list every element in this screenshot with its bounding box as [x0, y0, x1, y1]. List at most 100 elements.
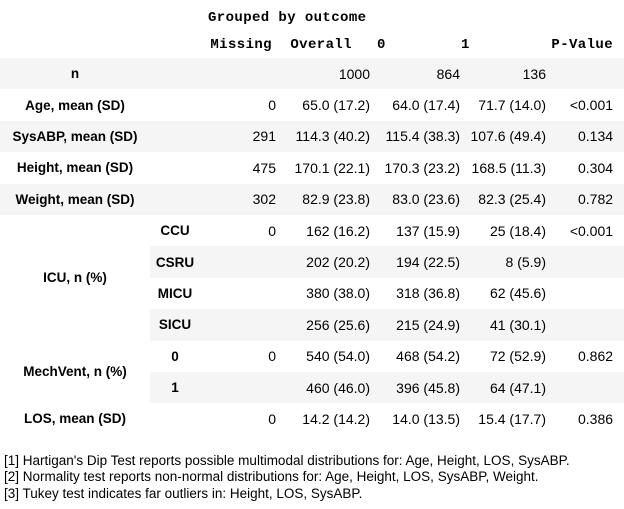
- table-row-weight: Weight, mean (SD) 302 82.9 (23.8) 83.0 (…: [0, 183, 624, 215]
- cell-pvalue: [546, 309, 624, 340]
- table-row-age: Age, mean (SD) 0 65.0 (17.2) 64.0 (17.4)…: [0, 89, 624, 120]
- column-header-pvalue: P-Value: [551, 36, 614, 53]
- cell-missing: [200, 58, 276, 89]
- cell-group1: 168.5 (11.3): [471, 159, 546, 176]
- footnotes: [1] Hartigan's Dip Test reports possible…: [4, 453, 624, 502]
- row-sublabel: MICU: [157, 285, 193, 301]
- cell-pvalue: 0.134: [577, 128, 614, 145]
- cell-group1: 25 (18.4): [489, 222, 546, 239]
- cell-pvalue: [546, 58, 624, 89]
- cell-group0: 194 (22.5): [396, 254, 460, 271]
- cell-missing: [200, 278, 276, 309]
- row-sublabel: [150, 152, 200, 183]
- cell-missing: 0: [268, 410, 276, 427]
- table-row-los: LOS, mean (SD) 0 14.2 (14.2) 14.0 (13.5)…: [0, 403, 624, 434]
- cell-pvalue: 0.862: [577, 348, 614, 365]
- row-label: SysABP, mean (SD): [12, 128, 138, 144]
- cell-pvalue: [546, 278, 624, 309]
- cell-group1: 15.4 (17.7): [478, 410, 546, 427]
- row-label: Weight, mean (SD): [15, 191, 135, 207]
- tableone-summary-table: Grouped by outcome Missing Overall 0 1 P…: [0, 0, 624, 434]
- cell-missing: [200, 246, 276, 277]
- column-header-row: Missing Overall 0 1 P-Value: [0, 31, 624, 58]
- cell-group0: 83.0 (23.6): [392, 191, 460, 208]
- row-label: ICU, n (%): [0, 214, 150, 341]
- cell-overall: 82.9 (23.8): [302, 191, 370, 208]
- table-row-icu-ccu: ICU, n (%) CCU 0 162 (16.2) 137 (15.9) 2…: [0, 214, 624, 341]
- cell-overall: 1000: [338, 65, 370, 82]
- table-row-n: n 1000 864 136: [0, 58, 624, 90]
- cell-pvalue: 0.386: [577, 410, 614, 427]
- cell-group0: 14.0 (13.5): [392, 410, 460, 427]
- cell-pvalue: 0.304: [577, 159, 614, 176]
- cell-missing: 0: [268, 97, 276, 114]
- header-spacer: [0, 0, 200, 31]
- row-sublabel: [150, 184, 200, 215]
- cell-overall: 14.2 (14.2): [302, 410, 370, 427]
- table-row-sysabp: SysABP, mean (SD) 291 114.3 (40.2) 115.4…: [0, 120, 624, 153]
- footnote-line: [2] Normality test reports non-normal di…: [4, 469, 539, 485]
- cell-pvalue: [546, 246, 624, 277]
- cell-group0: 468 (54.2): [396, 348, 460, 365]
- cell-group0: 318 (36.8): [396, 285, 460, 302]
- row-sublabel: 0: [171, 348, 179, 364]
- cell-group1: 64 (47.1): [489, 379, 546, 396]
- cell-overall: 460 (46.0): [306, 379, 370, 396]
- cell-group1: 41 (30.1): [489, 316, 546, 333]
- row-sublabel: [150, 121, 200, 152]
- cell-pvalue: [546, 372, 624, 403]
- cell-group1: 107.6 (49.4): [470, 128, 547, 145]
- cell-overall: 540 (54.0): [306, 348, 370, 365]
- row-label: LOS, mean (SD): [23, 411, 126, 427]
- column-header-overall: Overall: [290, 36, 352, 53]
- cell-missing: 302: [252, 191, 276, 208]
- cell-overall: 170.1 (22.1): [294, 159, 371, 176]
- header-spacer: [0, 31, 200, 58]
- cell-group0: 137 (15.9): [396, 222, 460, 239]
- cell-group0: 64.0 (17.4): [392, 97, 460, 114]
- cell-pvalue: <0.001: [569, 97, 614, 114]
- cell-group1: 72 (52.9): [489, 348, 546, 365]
- cell-missing: [200, 309, 276, 340]
- cell-group0: 215 (24.9): [396, 316, 460, 333]
- column-header-group0: 0: [377, 36, 386, 53]
- cell-group0: 864: [436, 65, 460, 82]
- cell-overall: 202 (20.2): [306, 254, 370, 271]
- cell-pvalue: <0.001: [569, 222, 614, 239]
- group-header-row: Grouped by outcome: [0, 0, 624, 31]
- row-sublabel: [150, 403, 200, 434]
- column-header-group1: 1: [461, 36, 470, 53]
- table-row-icu-micu: MICU 380 (38.0) 318 (36.8) 62 (45.6): [0, 278, 624, 309]
- cell-group0: 115.4 (38.3): [385, 128, 460, 145]
- footnote-line: [3] Tukey test indicates far outliers in…: [4, 485, 363, 501]
- cell-group1: 82.3 (25.4): [478, 191, 546, 208]
- row-sublabel: 1: [171, 380, 179, 396]
- row-label: MechVent, n (%): [0, 340, 150, 404]
- row-sublabel: CCU: [160, 223, 190, 239]
- cell-missing: 0: [268, 222, 276, 239]
- cell-missing: 291: [252, 128, 276, 145]
- table-row-mechvent-0: MechVent, n (%) 0 0 540 (54.0) 468 (54.2…: [0, 340, 624, 404]
- row-sublabel: CSRU: [155, 254, 195, 270]
- cell-group0: 170.3 (23.2): [384, 159, 461, 176]
- row-sublabel: [150, 58, 200, 89]
- row-label: Height, mean (SD): [16, 160, 134, 176]
- cell-group1: 8 (5.9): [505, 254, 546, 271]
- column-header-missing: Missing: [210, 36, 272, 53]
- cell-missing: 475: [252, 159, 276, 176]
- row-label: Age, mean (SD): [25, 97, 125, 113]
- cell-overall: 65.0 (17.2): [302, 97, 370, 114]
- row-label: n: [70, 66, 80, 82]
- cell-group1: 136: [522, 65, 546, 82]
- cell-overall: 380 (38.0): [306, 285, 370, 302]
- cell-overall: 162 (16.2): [306, 222, 370, 239]
- group-header-cell: Grouped by outcome: [208, 9, 367, 26]
- cell-overall: 114.3 (40.2): [295, 128, 370, 145]
- row-sublabel: SICU: [158, 317, 192, 333]
- cell-group0: 396 (45.8): [396, 379, 460, 396]
- cell-group1: 71.7 (14.0): [478, 97, 546, 114]
- cell-overall: 256 (25.6): [306, 316, 370, 333]
- cell-pvalue: 0.782: [577, 191, 614, 208]
- row-sublabel: [150, 89, 200, 120]
